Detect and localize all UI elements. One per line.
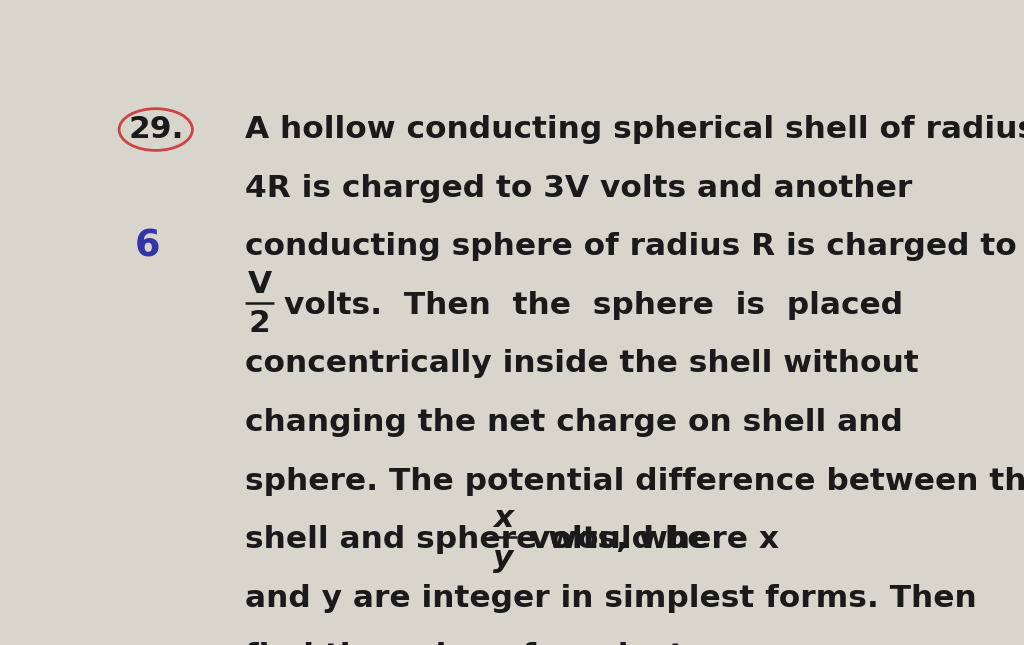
Text: volts, where x: volts, where x xyxy=(530,525,779,554)
Text: 2: 2 xyxy=(249,309,270,338)
Text: 29.: 29. xyxy=(128,115,183,144)
Text: 6: 6 xyxy=(135,228,161,264)
Text: x: x xyxy=(494,504,513,533)
Text: changing the net charge on shell and: changing the net charge on shell and xyxy=(246,408,903,437)
Text: sphere. The potential difference between the: sphere. The potential difference between… xyxy=(246,467,1024,495)
Text: and y are integer in simplest forms. Then: and y are integer in simplest forms. The… xyxy=(246,584,977,613)
Text: find the value of product xy.: find the value of product xy. xyxy=(246,642,745,645)
Text: volts.  Then  the  sphere  is  placed: volts. Then the sphere is placed xyxy=(284,291,903,320)
Text: shell and sphere would be: shell and sphere would be xyxy=(246,525,720,554)
Text: A hollow conducting spherical shell of radius: A hollow conducting spherical shell of r… xyxy=(246,115,1024,144)
Text: y: y xyxy=(493,544,513,573)
Text: concentrically inside the shell without: concentrically inside the shell without xyxy=(246,350,920,379)
Text: 4R is charged to 3V volts and another: 4R is charged to 3V volts and another xyxy=(246,174,912,203)
Text: conducting sphere of radius R is charged to: conducting sphere of radius R is charged… xyxy=(246,232,1017,261)
Text: V: V xyxy=(248,270,271,299)
